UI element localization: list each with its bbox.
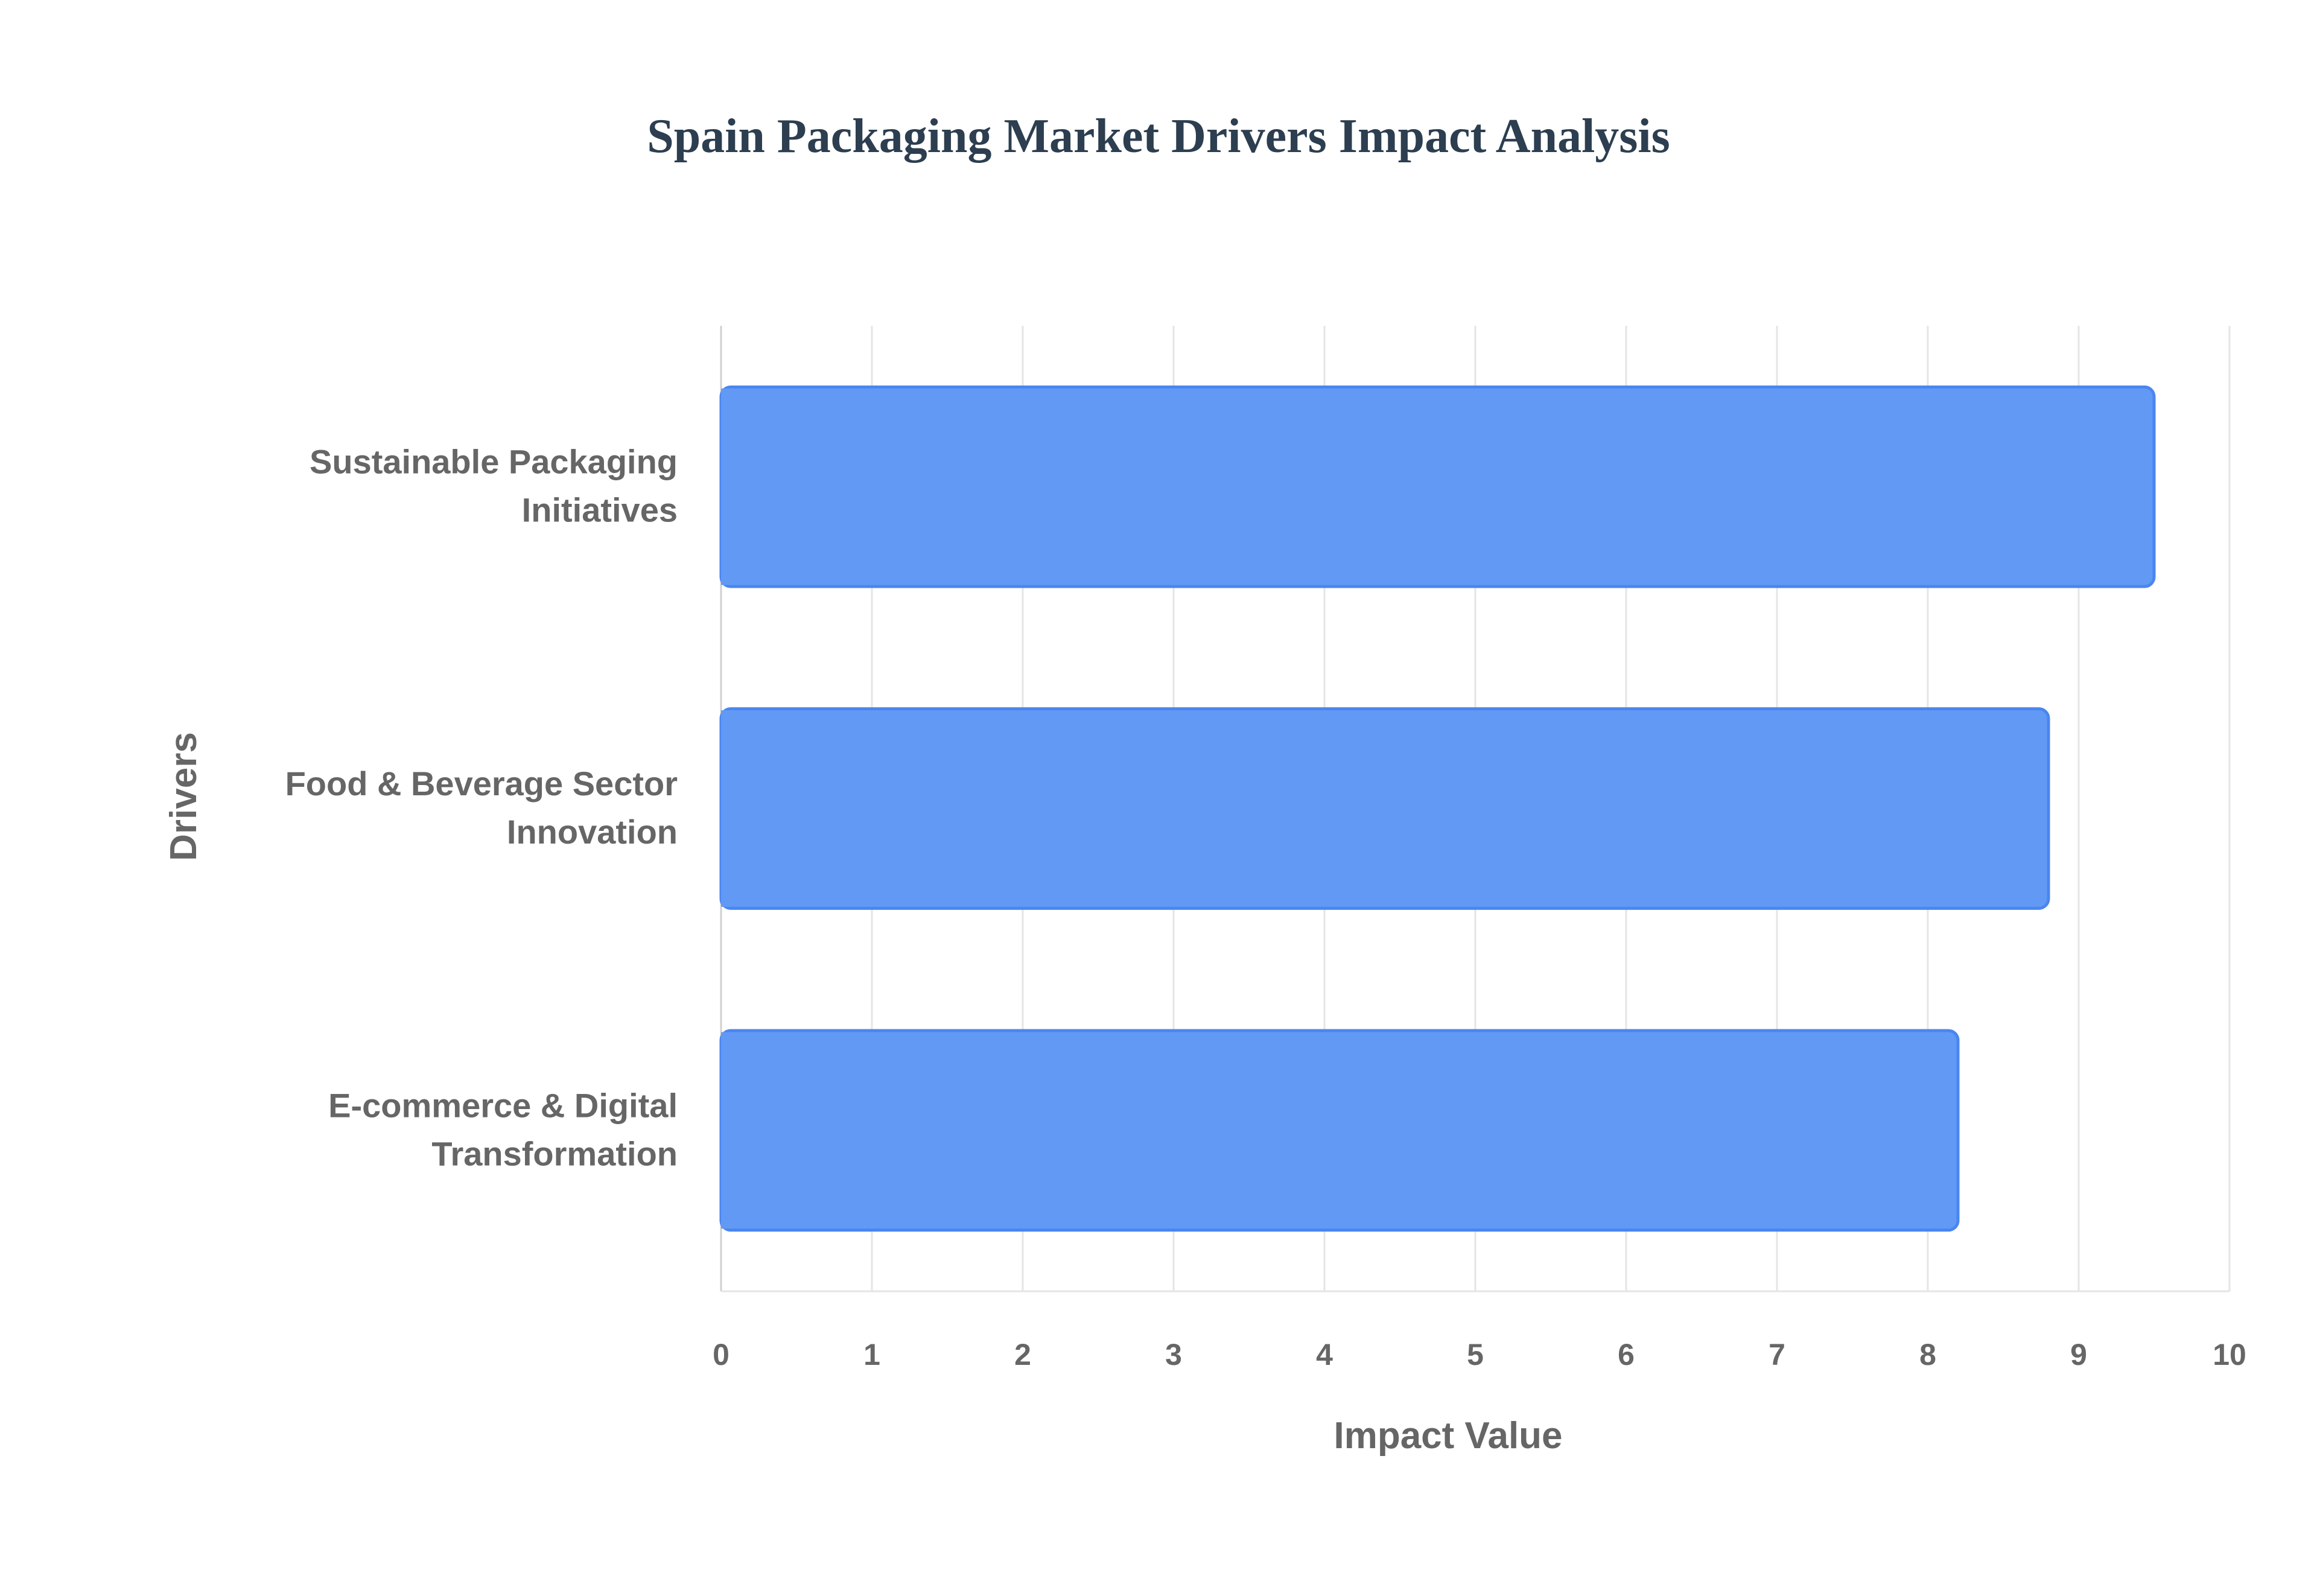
bar-left-edge [721,388,733,585]
x-tick-label: 5 [1467,1338,1484,1372]
bar [719,707,2050,910]
x-tick-label: 0 [713,1338,729,1372]
x-axis-title: Impact Value [1333,1415,1562,1457]
x-tick-label: 8 [1919,1338,1936,1372]
x-axis-tick-labels: 0 1 2 3 4 5 6 7 8 9 10 [713,1338,2246,1372]
bar [719,385,2156,588]
bars [719,385,2156,1232]
y-category-label: Sustainable Packaging Initiatives [310,443,678,529]
x-tick-label: 4 [1316,1338,1333,1372]
x-tick-label: 7 [1769,1338,1785,1372]
y-axis-category-labels: Sustainable Packaging Initiatives Food & B… [285,443,678,1173]
bar-left-edge [721,710,733,907]
x-tick-label: 2 [1014,1338,1031,1372]
chart-title: Spain Packaging Market Drivers Impact An… [647,110,1670,163]
y-category-label: E-commerce & Digital Transformation [328,1086,678,1172]
x-tick-label: 6 [1618,1338,1635,1372]
x-tick-label: 9 [2070,1338,2087,1372]
bar [719,1029,1960,1232]
bar-left-edge [721,1032,733,1229]
x-tick-label: 3 [1165,1338,1182,1372]
y-category-label: Food & Beverage Sector Innovation [285,765,678,851]
x-tick-label: 10 [2213,1338,2246,1372]
x-tick-label: 1 [863,1338,880,1372]
y-axis-title: Drivers [163,732,205,861]
